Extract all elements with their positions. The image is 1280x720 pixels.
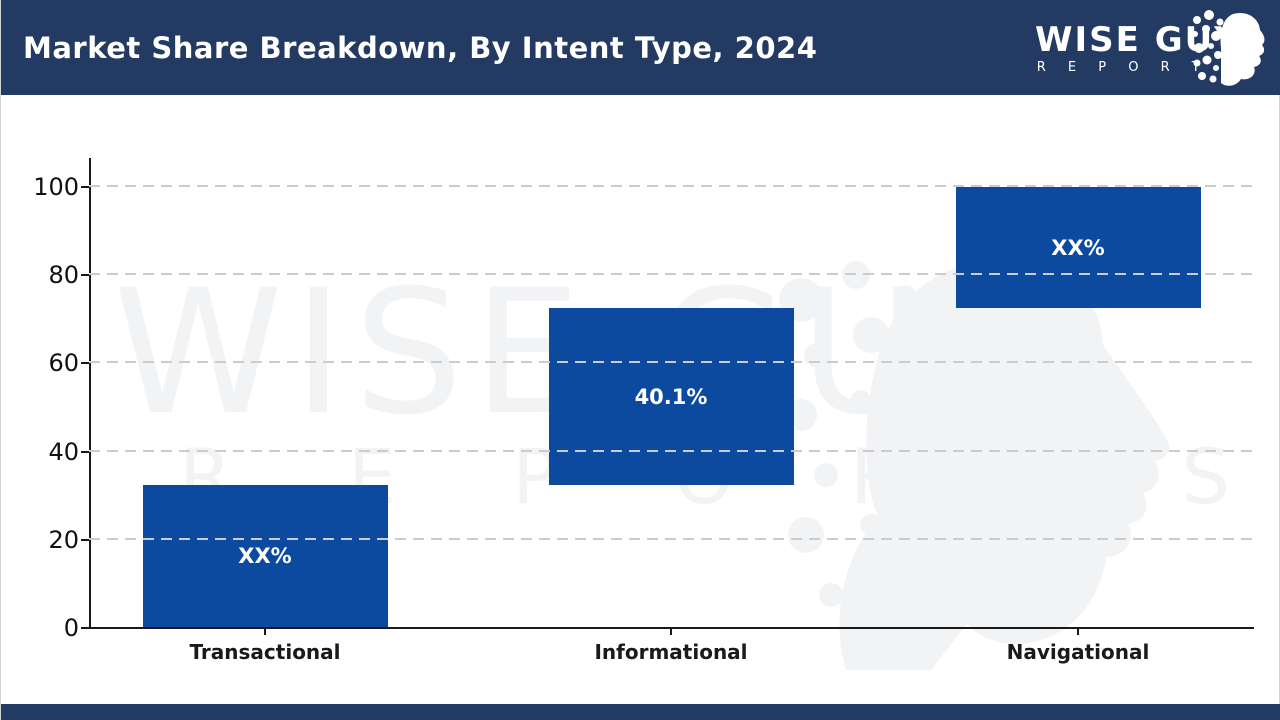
logo-text: WISE GUY R E P O R T S [1035, 22, 1241, 76]
y-tick-label: 40 [48, 437, 79, 466]
x-category-label: Navigational [1006, 640, 1150, 664]
footer-band [1, 704, 1280, 720]
y-tick-mark [81, 362, 89, 365]
y-tick-mark [81, 627, 89, 629]
y-tick-mark [81, 450, 89, 453]
bar-value-label: 40.1% [634, 384, 708, 409]
y-tick-label: 80 [48, 261, 79, 290]
bar [955, 186, 1201, 309]
gridline [89, 537, 1254, 540]
x-tick-mark [670, 629, 672, 635]
x-category-label: Transactional [189, 640, 341, 664]
gridline [89, 185, 1254, 187]
y-tick-mark [81, 538, 89, 541]
gridline [89, 449, 1254, 452]
x-category-label: Informational [594, 640, 748, 664]
y-tick-label: 0 [63, 614, 79, 642]
x-tick-mark [264, 629, 266, 635]
y-tick-mark [81, 274, 89, 277]
header-band: Market Share Breakdown, By Intent Type, … [1, 0, 1280, 95]
bar [142, 484, 388, 627]
gridline [89, 273, 1254, 276]
gridline [89, 361, 1254, 364]
y-tick-label: 60 [48, 349, 79, 378]
bar-value-label: XX% [1051, 235, 1105, 260]
logo-subtitle: R E P O R T S [1036, 60, 1240, 75]
y-tick-label: 20 [48, 525, 79, 554]
chart-title: Market Share Breakdown, By Intent Type, … [23, 30, 818, 65]
bar [548, 308, 794, 485]
x-tick-mark [1077, 629, 1079, 635]
x-axis-line [89, 627, 1254, 629]
logo-face-icon [1192, 10, 1265, 86]
y-tick-label: 100 [33, 173, 79, 201]
y-axis-line [89, 158, 91, 629]
watermark-face-graphic [779, 258, 1170, 670]
y-tick-mark [81, 186, 89, 188]
bar-value-label: XX% [238, 543, 292, 568]
wise-guy-reports-logo: WISE GUY R E P O R T S [1007, 8, 1267, 88]
